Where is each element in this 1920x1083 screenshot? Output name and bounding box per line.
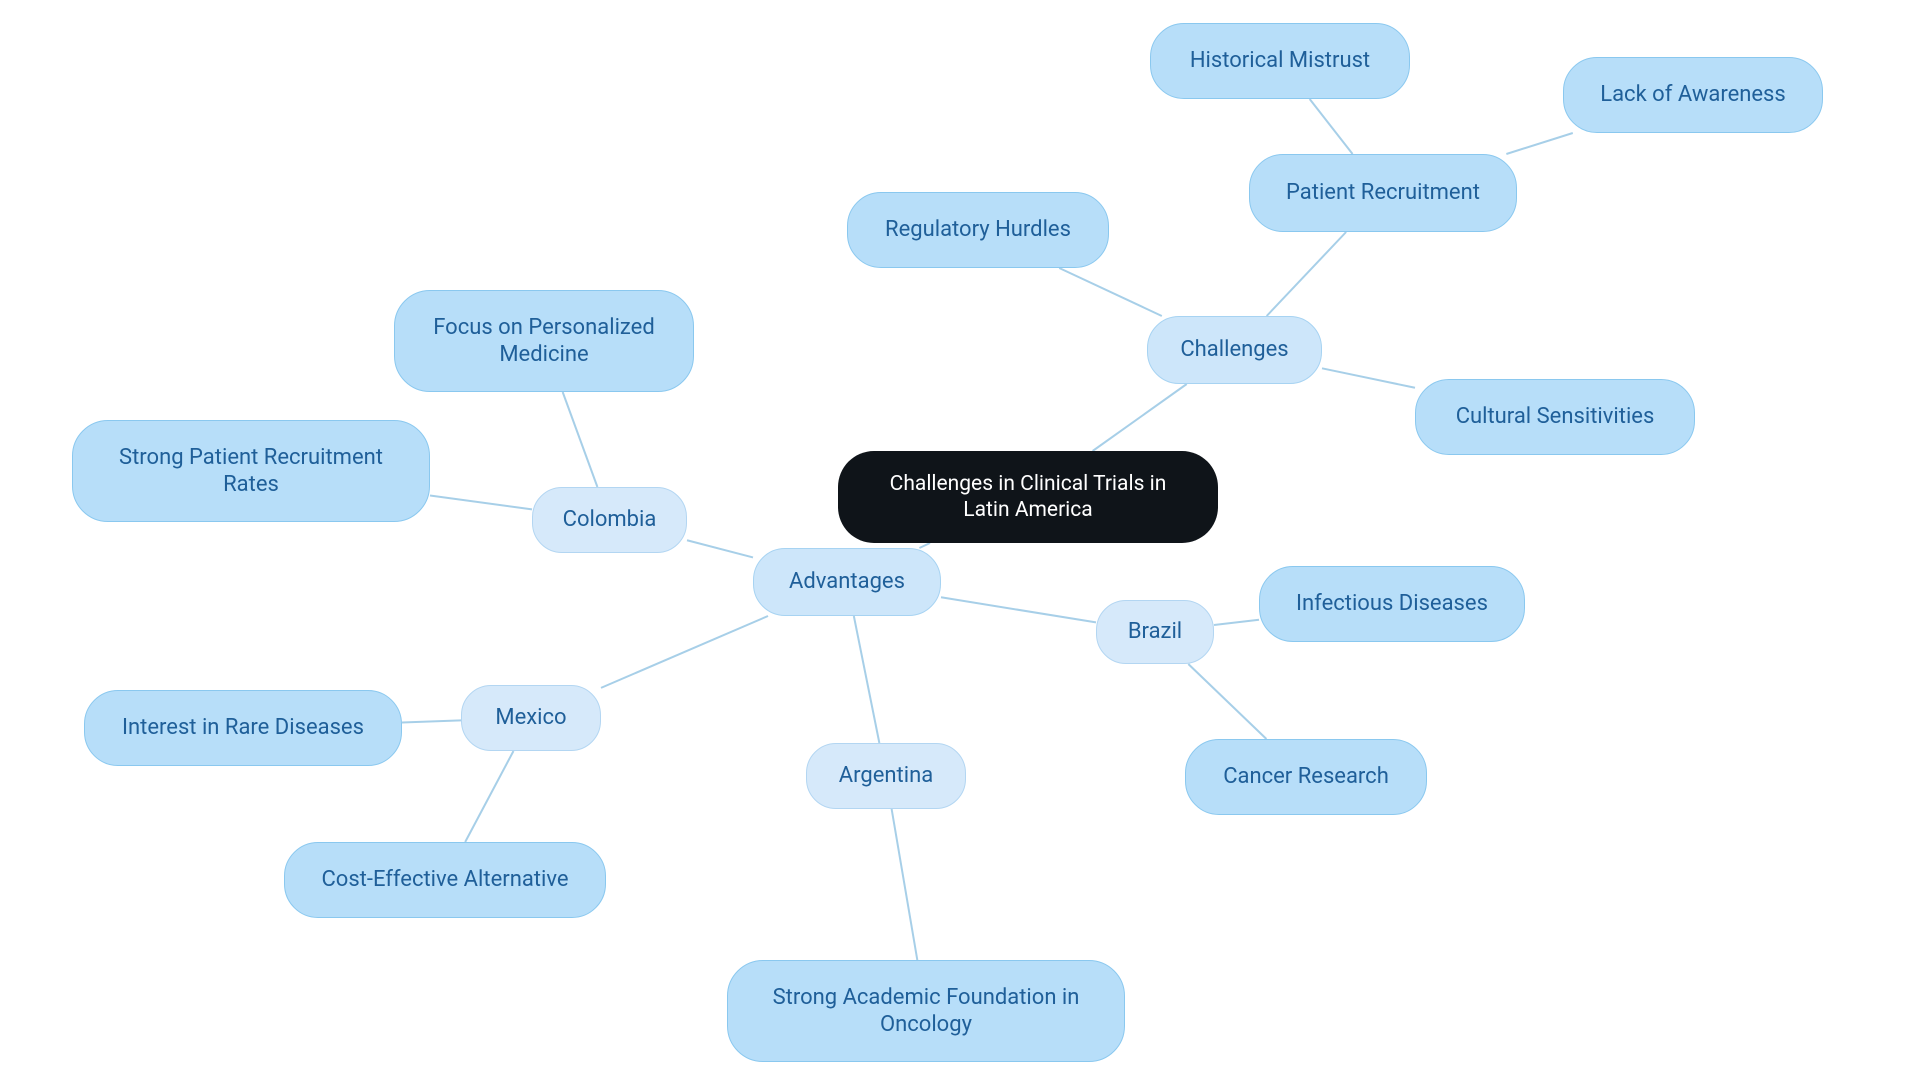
edge-challenges-recruit <box>1267 232 1346 316</box>
edge-advantages-colombia <box>687 540 753 557</box>
edge-recruit-mistrust <box>1310 99 1353 154</box>
node-cost: Cost-Effective Alternative <box>284 842 606 918</box>
node-rare: Interest in Rare Diseases <box>84 690 402 766</box>
node-challenges: Challenges <box>1147 316 1322 384</box>
edge-brazil-infectious <box>1214 620 1259 625</box>
edge-root-advantages <box>919 543 930 548</box>
node-cancer: Cancer Research <box>1185 739 1427 815</box>
node-root: Challenges in Clinical Trials in Latin A… <box>838 451 1218 543</box>
node-recruitrate: Strong Patient Recruitment Rates <box>72 420 430 522</box>
edge-mexico-cost <box>465 751 513 842</box>
edge-mexico-rare <box>402 720 461 722</box>
edge-advantages-argentina <box>854 616 880 743</box>
node-reg: Regulatory Hurdles <box>847 192 1109 268</box>
node-culture: Cultural Sensitivities <box>1415 379 1695 455</box>
edge-recruit-awareness <box>1506 133 1572 154</box>
edge-challenges-culture <box>1322 368 1415 387</box>
node-infectious: Infectious Diseases <box>1259 566 1525 642</box>
node-awareness: Lack of Awareness <box>1563 57 1823 133</box>
edge-brazil-cancer <box>1188 664 1266 739</box>
node-recruit: Patient Recruitment <box>1249 154 1517 232</box>
edge-argentina-oncology <box>892 809 918 960</box>
node-personalized: Focus on Personalized Medicine <box>394 290 694 392</box>
edge-challenges-reg <box>1059 268 1162 316</box>
node-mexico: Mexico <box>461 685 601 751</box>
edge-root-challenges <box>1093 384 1187 451</box>
node-brazil: Brazil <box>1096 600 1214 664</box>
node-argentina: Argentina <box>806 743 966 809</box>
node-mistrust: Historical Mistrust <box>1150 23 1410 99</box>
edge-colombia-personalized <box>563 392 598 487</box>
edge-advantages-brazil <box>941 597 1096 622</box>
edge-advantages-mexico <box>601 616 768 688</box>
mindmap-canvas: Challenges in Clinical Trials in Latin A… <box>0 0 1920 1083</box>
node-advantages: Advantages <box>753 548 941 616</box>
node-oncology: Strong Academic Foundation in Oncology <box>727 960 1125 1062</box>
node-colombia: Colombia <box>532 487 687 553</box>
edge-colombia-recruitrate <box>430 495 532 509</box>
